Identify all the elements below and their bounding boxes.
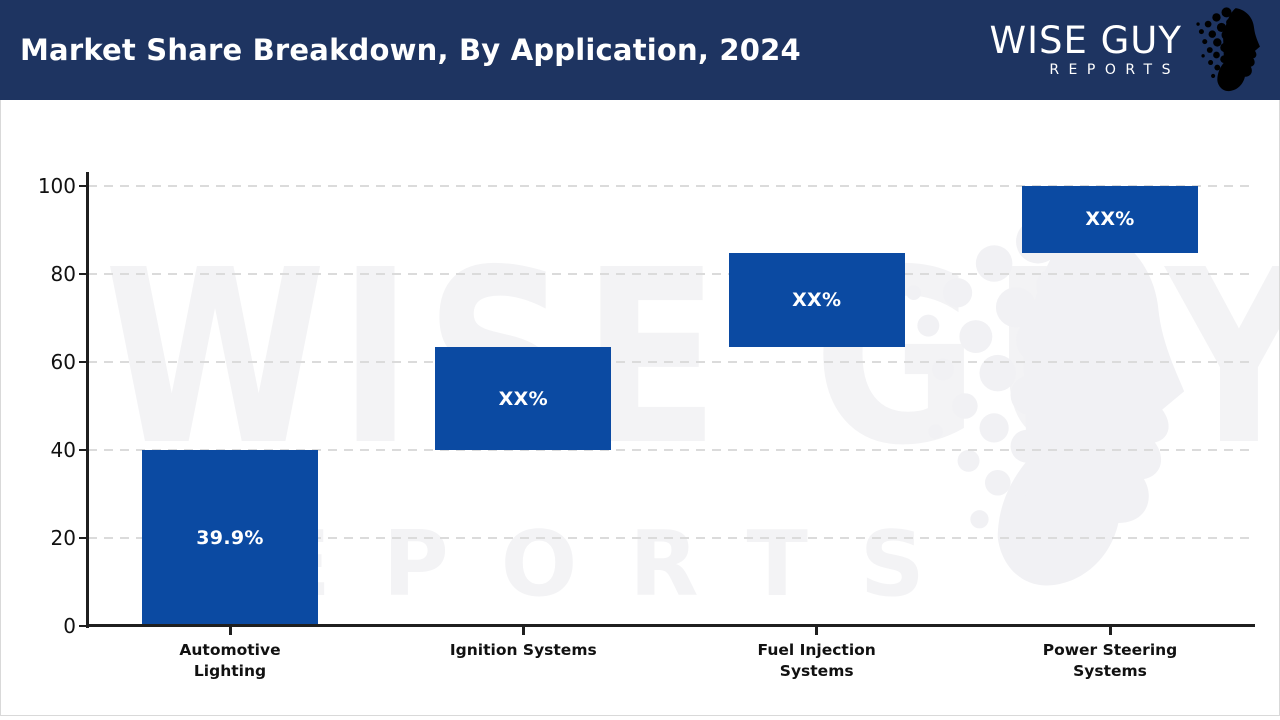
bar: XX%: [435, 347, 612, 451]
gridline: [88, 361, 1253, 363]
x-tick: [228, 627, 232, 635]
y-axis-line: [86, 172, 89, 628]
bar-value-label: 39.9%: [196, 527, 264, 550]
y-tick: [79, 185, 87, 187]
y-tick: [79, 625, 87, 627]
bar-value-label: XX%: [498, 387, 548, 410]
x-category-label: Automotive Lighting: [179, 641, 281, 680]
page-title: Market Share Breakdown, By Application, …: [20, 33, 801, 67]
x-tick: [521, 627, 525, 635]
bar: 39.9%: [142, 450, 318, 626]
watermark-head-icon: [906, 219, 1185, 586]
x-category-label: Power Steering Systems: [1042, 641, 1178, 680]
x-axis-line: [87, 624, 1255, 627]
bar: XX%: [728, 252, 905, 348]
bar-value-label: XX%: [792, 288, 842, 311]
brand-logo-wordmark: WISE GUY: [989, 19, 1182, 62]
y-tick: [79, 537, 87, 539]
y-tick-label: 100: [37, 174, 76, 198]
brand-logo: WISE GUY REPORTS: [990, 4, 1272, 96]
gridline: [88, 537, 1253, 539]
x-tick: [1108, 627, 1112, 635]
y-tick-label: 40: [50, 438, 76, 462]
y-tick-label: 60: [50, 350, 76, 374]
x-category-label: Fuel Injection Systems: [757, 641, 876, 680]
brand-logo-text: WISE GUY REPORTS: [990, 22, 1182, 78]
gridline: [88, 185, 1253, 187]
gridline: [88, 449, 1253, 451]
header-bar: Market Share Breakdown, By Application, …: [0, 0, 1280, 100]
y-tick-label: 80: [50, 262, 76, 286]
y-tick: [79, 273, 87, 275]
bar-value-label: XX%: [1085, 208, 1135, 231]
brand-head-icon: [1196, 7, 1260, 92]
x-tick: [815, 627, 819, 635]
gridline: [88, 273, 1253, 275]
x-category-label: Ignition Systems: [449, 641, 597, 659]
brand-logo-subtitle: REPORTS: [1049, 62, 1180, 78]
y-tick: [79, 449, 87, 451]
y-tick: [79, 361, 87, 363]
y-tick-label: 0: [63, 614, 76, 638]
y-tick-label: 20: [50, 526, 76, 550]
bar: XX%: [1022, 186, 1198, 253]
